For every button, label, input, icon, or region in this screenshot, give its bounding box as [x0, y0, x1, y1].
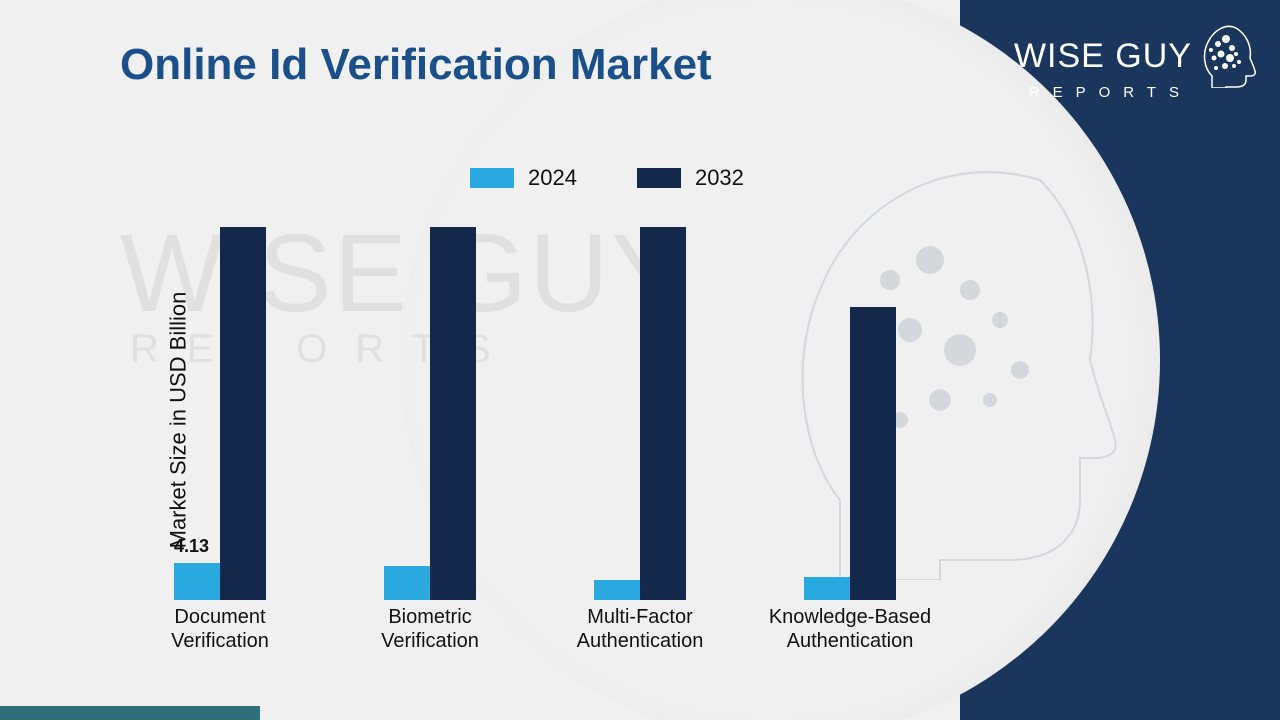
- bar-2032: [430, 227, 476, 600]
- legend-label-2024: 2024: [528, 165, 577, 191]
- bar-2024: [384, 566, 430, 600]
- x-label-line: Verification: [120, 629, 320, 653]
- x-axis-labels: DocumentVerificationBiometricVerificatio…: [130, 605, 960, 665]
- bar-2032: [850, 307, 896, 600]
- page-root: WISE GUY REPORTS WISE GUY REPORTS Online…: [0, 0, 1280, 720]
- bar-group: [760, 307, 940, 600]
- chart-title: Online Id Verification Market: [120, 40, 712, 90]
- x-label-line: Multi-Factor: [540, 605, 740, 629]
- bar-2032: [220, 227, 266, 600]
- bar-group: 4.13: [130, 227, 310, 600]
- logo-text: WISE GUY: [1014, 37, 1192, 76]
- bottom-accent-strip: [0, 706, 260, 720]
- bar-group: [340, 227, 520, 600]
- legend-label-2032: 2032: [695, 165, 744, 191]
- legend-item-2024: 2024: [470, 165, 577, 191]
- chart-area: Market Size in USD Billion 4.13 Document…: [100, 200, 960, 640]
- x-label-line: Knowledge-Based: [750, 605, 950, 629]
- legend-swatch-2032: [637, 168, 681, 188]
- bar-group: [550, 227, 730, 600]
- bar-value-label: 4.13: [174, 536, 209, 557]
- x-label-line: Verification: [330, 629, 530, 653]
- x-label-line: Authentication: [540, 629, 740, 653]
- x-label-line: Biometric: [330, 605, 530, 629]
- x-label-line: Authentication: [750, 629, 950, 653]
- bar-2024: [174, 563, 220, 600]
- legend: 2024 2032: [470, 165, 744, 191]
- legend-item-2032: 2032: [637, 165, 744, 191]
- legend-swatch-2024: [470, 168, 514, 188]
- bar-2024: [804, 577, 850, 600]
- logo-head-icon: [1196, 24, 1256, 88]
- x-axis-category-label: BiometricVerification: [330, 605, 530, 653]
- brand-logo: WISE GUY REPORTS: [996, 24, 1256, 101]
- bar-2032: [640, 227, 686, 600]
- x-label-line: Document: [120, 605, 320, 629]
- bar-2024: [594, 580, 640, 600]
- x-axis-category-label: Multi-FactorAuthentication: [540, 605, 740, 653]
- plot-region: 4.13: [130, 200, 960, 600]
- x-axis-category-label: DocumentVerification: [120, 605, 320, 653]
- x-axis-category-label: Knowledge-BasedAuthentication: [750, 605, 950, 653]
